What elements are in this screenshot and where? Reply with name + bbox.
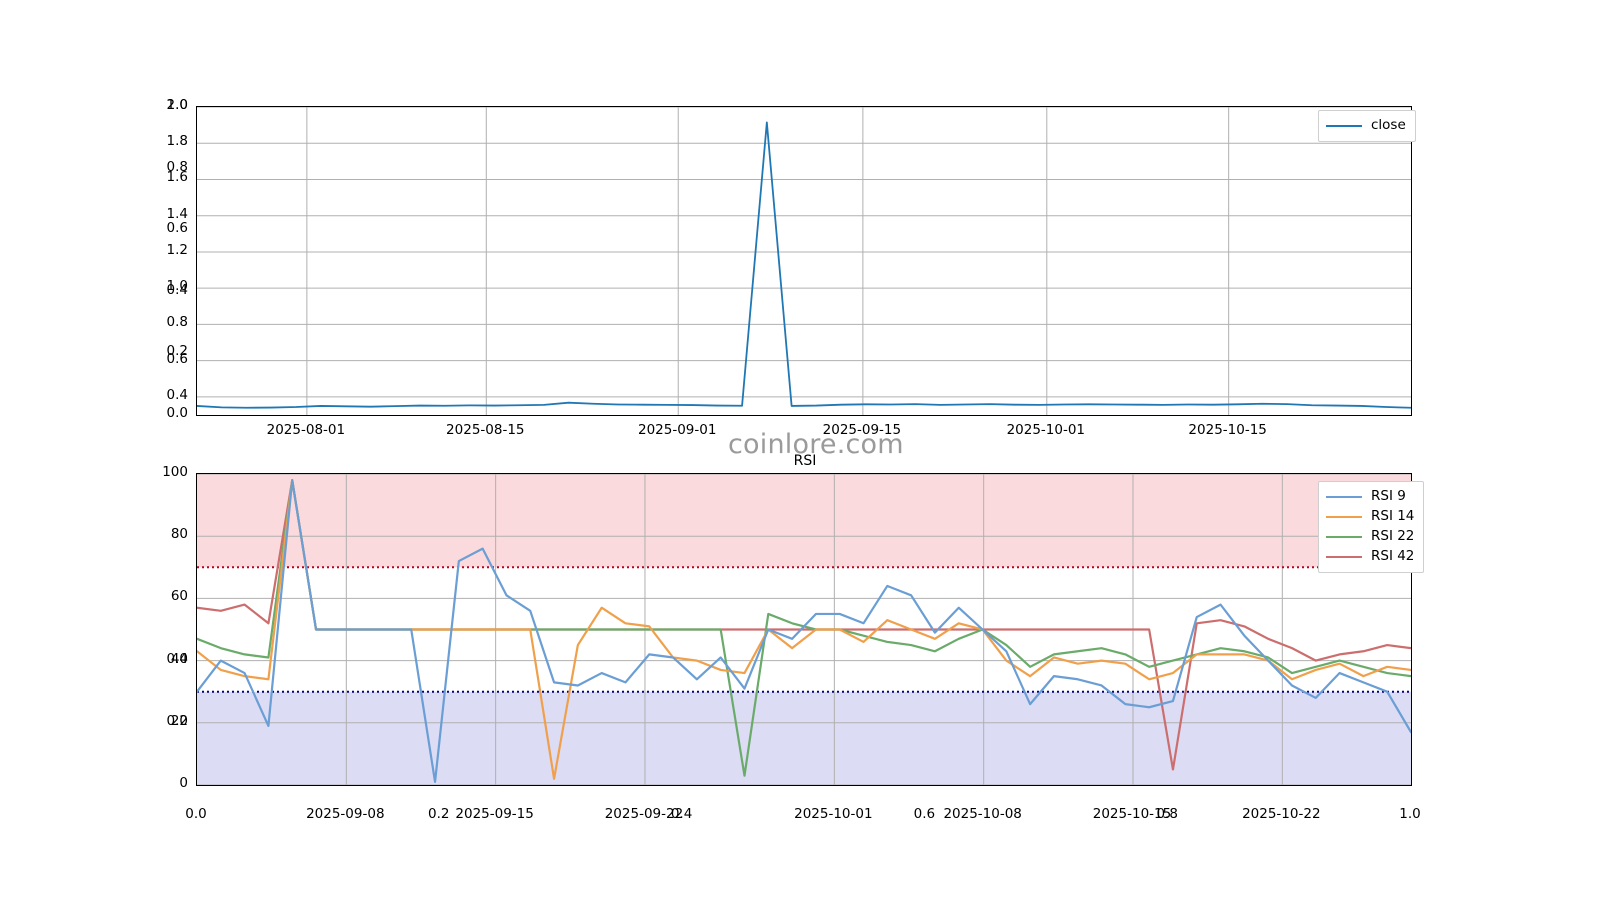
axis-tick-label: 2025-10-08 — [943, 806, 1022, 822]
axis-tick-label: 2025-09-15 — [455, 806, 534, 822]
axis-tick-label: 1.4 — [166, 205, 188, 222]
rsi-line-rsi-9 — [197, 479, 1411, 783]
axis-tick-label: 2025-10-15 — [1188, 422, 1267, 438]
legend-label: close — [1371, 117, 1406, 134]
rsi-chart-panel — [196, 473, 1412, 786]
axis-tick-label: 0.0 — [166, 405, 188, 421]
axis-tick-label: 0.4 — [166, 650, 188, 667]
axis-tick-label: 0.6 — [166, 220, 188, 237]
legend-label: RSI 22 — [1371, 528, 1415, 545]
axis-tick-label: 0.2 — [166, 712, 188, 729]
legend-line-swatch-icon — [1326, 556, 1362, 558]
axis-tick-label: 1.0 — [166, 278, 188, 295]
axis-tick-label: 1.6 — [166, 169, 188, 186]
rsi-legend: RSI 9 RSI 14 RSI 22 RSI 42 — [1318, 481, 1425, 573]
axis-tick-label: 0.2 — [428, 806, 450, 822]
legend-label: RSI 9 — [1371, 488, 1406, 505]
axis-tick-label: 0.8 — [166, 314, 188, 331]
rsi-legend-item[interactable]: RSI 22 — [1326, 527, 1414, 547]
legend-line-swatch-icon — [1326, 496, 1362, 498]
close-legend-item[interactable]: close — [1326, 116, 1406, 136]
axis-tick-label: 1.0 — [166, 97, 188, 113]
axis-tick-label: 0.4 — [166, 281, 188, 298]
axis-tick-label: 100 — [162, 464, 188, 480]
axis-tick-label: 40 — [170, 650, 188, 667]
price-line-close — [197, 121, 1411, 409]
axis-tick-label: 1.8 — [166, 133, 188, 150]
axis-tick-label: 2025-09-01 — [637, 422, 717, 438]
axis-tick-label: 0.4 — [670, 806, 693, 822]
axis-tick-label: 0.0 — [185, 806, 207, 822]
axis-tick-label: 1.0 — [1399, 806, 1421, 822]
axis-tick-label: 0.8 — [1156, 806, 1178, 822]
rsi-title: RSI — [793, 453, 817, 469]
overbought-band — [197, 474, 1411, 568]
legend-label: RSI 14 — [1371, 508, 1415, 525]
legend-line-swatch-icon — [1326, 536, 1362, 538]
oversold-band — [197, 691, 1411, 785]
rsi-plot-area — [197, 474, 1411, 785]
axis-tick-label: 2025-10-01 — [1006, 422, 1086, 438]
axis-tick-label: 0.8 — [166, 158, 188, 175]
axis-tick-label: 0 — [179, 775, 188, 791]
legend-line-swatch-icon — [1326, 125, 1362, 127]
axis-tick-label: 0.6 — [913, 806, 936, 822]
price-plot-area — [197, 107, 1411, 415]
axis-tick-label: 2025-10-15 — [1092, 806, 1172, 822]
rsi-legend-item[interactable]: RSI 14 — [1326, 507, 1414, 527]
axis-tick-label: 2025-10-22 — [1242, 806, 1321, 822]
axis-tick-label: 20 — [170, 712, 188, 729]
axis-tick-label: 0.4 — [166, 386, 188, 403]
axis-tick-label: 2025-09-22 — [604, 806, 684, 822]
axis-tick-label: 0.2 — [166, 343, 188, 360]
rsi-legend-item[interactable]: RSI 42 — [1326, 547, 1414, 567]
axis-tick-label: 2025-09-08 — [306, 806, 385, 822]
watermark: coinlore.com — [728, 429, 904, 460]
rsi-legend-item[interactable]: RSI 9 — [1326, 487, 1414, 507]
axis-tick-label: 2.0 — [166, 97, 188, 113]
price-chart-panel — [196, 106, 1412, 416]
axis-tick-label: 60 — [170, 588, 188, 605]
legend-line-swatch-icon — [1326, 516, 1362, 518]
axis-tick-label: 2025-10-01 — [794, 806, 873, 822]
axis-tick-label: 0.6 — [166, 350, 188, 367]
axis-tick-label: 2025-08-01 — [266, 422, 346, 438]
price-legend: close — [1318, 110, 1416, 142]
axis-tick-label: 2025-09-15 — [822, 422, 902, 438]
axis-tick-label: 1.2 — [166, 241, 188, 258]
legend-label: RSI 42 — [1371, 548, 1415, 565]
axis-tick-label: 2025-08-15 — [446, 422, 525, 438]
axis-tick-label: 80 — [170, 526, 188, 543]
